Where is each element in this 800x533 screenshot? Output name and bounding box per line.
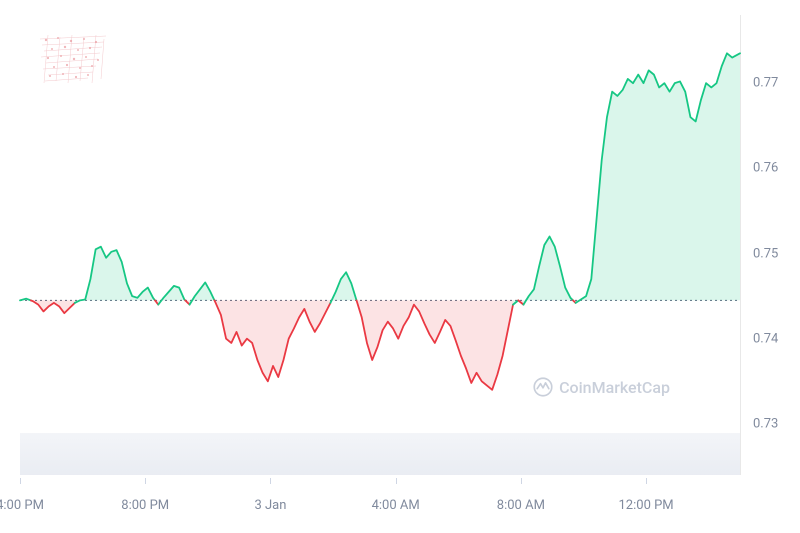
x-tick bbox=[646, 478, 647, 484]
x-tick bbox=[20, 478, 21, 484]
y-tick-label: 0.76 bbox=[753, 161, 778, 176]
y-tick-label: 0.77 bbox=[753, 76, 778, 91]
y-tick-label: 0.73 bbox=[753, 416, 778, 431]
plot-area[interactable]: CoinMarketCap bbox=[20, 15, 741, 475]
price-chart: CoinMarketCap 0.73 0.74 0.75 0.76 0.77 4:00 … bbox=[0, 0, 800, 533]
y-tick-label: 0.74 bbox=[753, 331, 778, 346]
x-tick-label: 8:00 PM bbox=[121, 498, 169, 513]
x-tick bbox=[396, 478, 397, 484]
corner-logo bbox=[38, 33, 110, 85]
y-tick-label: 0.75 bbox=[753, 246, 778, 261]
x-tick-label: 12:00 PM bbox=[619, 498, 674, 513]
x-tick-label: 3 Jan bbox=[254, 498, 286, 513]
area-down bbox=[357, 300, 514, 389]
x-tick bbox=[521, 478, 522, 484]
x-tick-label: 8:00 AM bbox=[497, 498, 545, 513]
y-axis-labels: 0.73 0.74 0.75 0.76 0.77 bbox=[745, 15, 795, 475]
coinmarketcap-icon bbox=[533, 377, 553, 397]
watermark: CoinMarketCap bbox=[533, 377, 670, 397]
watermark-text: CoinMarketCap bbox=[559, 378, 670, 397]
x-tick bbox=[145, 478, 146, 484]
price-svg bbox=[20, 15, 740, 475]
x-tick-label: 4:00 AM bbox=[372, 498, 420, 513]
x-tick bbox=[270, 478, 271, 484]
x-tick-label: 4:00 PM bbox=[0, 498, 44, 513]
x-axis-labels: 4:00 PM8:00 PM3 Jan4:00 AM8:00 AM12:00 P… bbox=[20, 478, 740, 508]
area-down bbox=[31, 300, 75, 313]
